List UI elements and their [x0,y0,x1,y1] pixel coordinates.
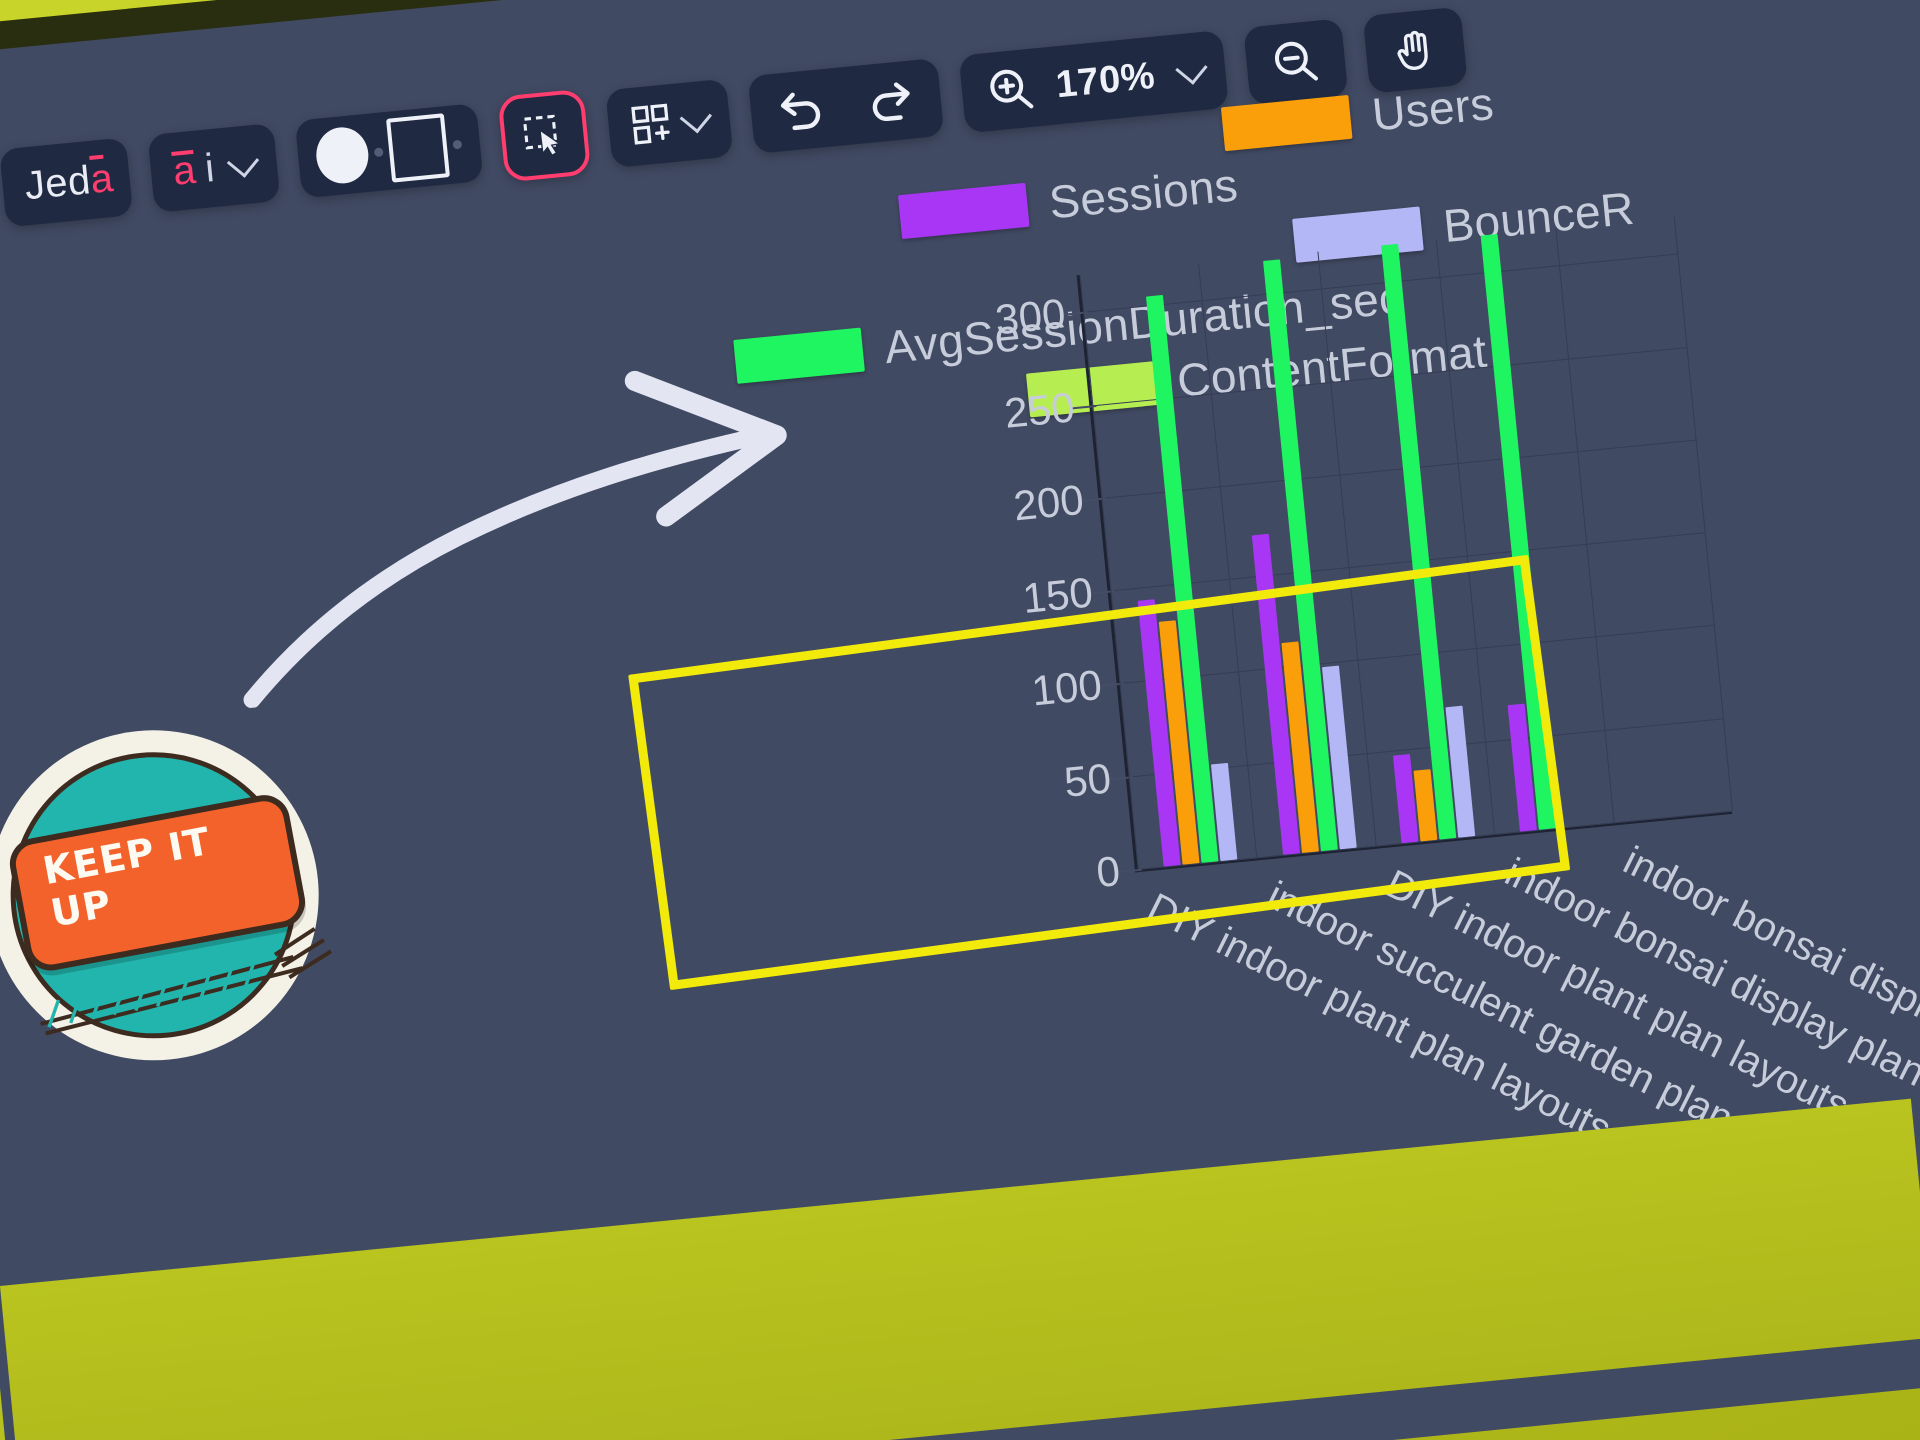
ai-label-a: a [170,147,198,194]
shape-tool-group [294,103,484,199]
chevron-down-icon [679,100,713,133]
history-group [747,57,945,155]
undo-arrow-icon[interactable] [771,80,832,141]
redo-arrow-icon[interactable] [860,71,921,132]
frames-menu-button[interactable] [605,78,734,168]
app-logo-accent: a [88,155,116,202]
legend-label: Sessions [1046,158,1241,229]
zoom-out-magnifier-icon [1275,41,1319,81]
legend-label: Users [1369,76,1496,141]
keep-it-up-sticker[interactable]: KEEP IT UP [0,714,334,1076]
legend-swatch [733,327,865,384]
legend-swatch [897,182,1030,240]
select-tool-button[interactable] [497,88,592,183]
chart-y-tick-label: 200 [1011,475,1086,530]
chart-y-tick-label: 300 [993,289,1068,344]
chevron-down-icon [226,144,260,178]
zoom-out-button[interactable] [1243,18,1349,106]
separator-dot [452,139,463,149]
add-frame-icon [631,103,670,145]
sticker-hatch-lines [40,927,333,1036]
zoom-control-group: 170% [958,29,1230,134]
square-shape-icon[interactable] [386,113,451,183]
separator-dot [373,146,384,157]
white-pointer-arrow[interactable] [206,350,852,709]
zoom-level-value[interactable]: 170% [1053,54,1157,106]
app-logo[interactable]: Jed a [0,137,134,228]
select-marquee-cursor-icon [522,114,562,157]
ai-label-i: i [203,145,217,191]
circle-shape-icon[interactable] [313,124,372,186]
legend-swatch [1220,94,1353,152]
hand-pan-button[interactable] [1362,6,1469,94]
zoom-in-magnifier-icon[interactable] [982,60,1041,119]
legend-item-sessions[interactable]: Sessions [897,157,1240,244]
app-logo-text: Jed [22,157,93,208]
chart-y-tick-label: 250 [1002,382,1077,437]
chevron-down-icon[interactable] [1175,51,1208,85]
hand-pan-icon [1397,30,1429,70]
